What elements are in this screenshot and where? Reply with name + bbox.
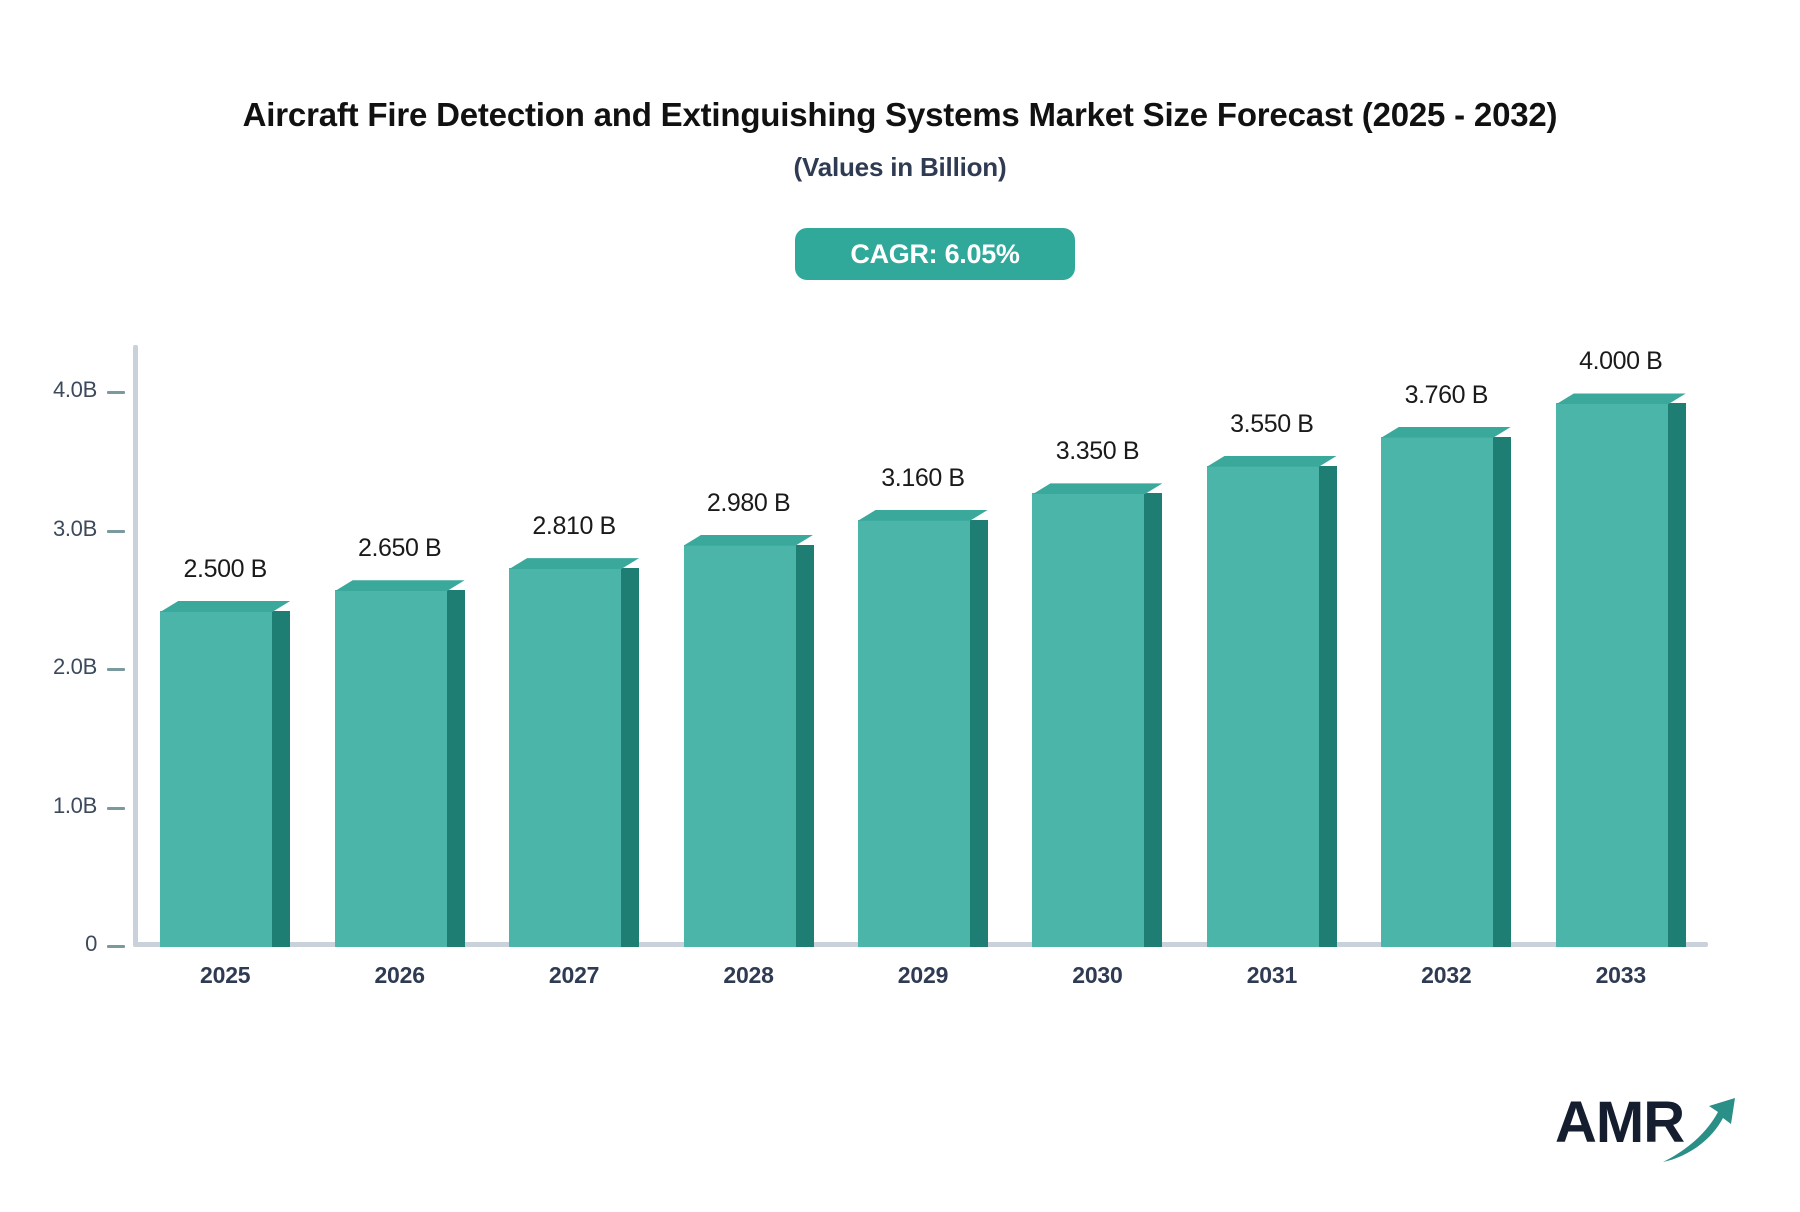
bar-front-face [509, 568, 622, 947]
bar-front-face [160, 611, 273, 947]
bar-value-label: 2.650 B [357, 534, 442, 563]
chart-title: Aircraft Fire Detection and Extinguishin… [242, 96, 1558, 133]
bar-series: 2.500 B 2.650 B 2.810 B 2.980 B 3.160 B 3.350… [138, 290, 1708, 947]
y-axis-tick-mark [107, 806, 125, 810]
bar-front-face [683, 544, 796, 947]
bar-top-face [1381, 427, 1511, 438]
x-axis-label: 2029 [897, 962, 949, 988]
bar-front-face [334, 590, 447, 947]
y-axis-tick-mark [107, 945, 125, 948]
bar-value-label: 2.810 B [532, 512, 616, 541]
bar-group: 3.760 B [1359, 290, 1533, 947]
amr-logo: AMR [1555, 1082, 1745, 1172]
bar-group: 3.550 B [1185, 290, 1359, 947]
x-axis-label: 2026 [374, 962, 425, 988]
bar[interactable] [683, 535, 814, 947]
bar-side-face [621, 568, 640, 947]
bar-value-label: 2.500 B [183, 555, 268, 584]
x-axis-label: 2032 [1421, 962, 1472, 988]
y-axis-tick-label: 0 [85, 931, 97, 956]
bar-value-label: 3.350 B [1055, 437, 1140, 466]
bar-side-face [969, 519, 988, 947]
bar-top-face [160, 601, 290, 612]
bar-side-face [1667, 403, 1686, 947]
bar-front-face [857, 519, 970, 947]
bar-value-label: 4.000 B [1579, 347, 1663, 376]
bar-front-face [1555, 403, 1668, 947]
y-axis-tick-label: 2.0B [52, 654, 97, 680]
bar-front-face [1032, 493, 1145, 947]
x-axis-label: 2033 [1595, 962, 1647, 988]
y-axis-tick-label: 3.0B [52, 515, 97, 541]
y-axis-line [133, 345, 138, 945]
x-axis-label: 2031 [1246, 962, 1298, 988]
x-axis-labels: 2025 2026 2027 2028 2029 2030 2031 2032 2033 [138, 962, 1708, 1002]
y-axis-tick-mark [107, 668, 125, 672]
bar-value-label: 3.160 B [881, 463, 965, 492]
bar-top-face [1207, 456, 1337, 467]
bar[interactable] [1032, 483, 1163, 947]
bar-group: 2.810 B [487, 290, 661, 947]
y-axis-tick-mark [107, 529, 125, 533]
x-axis-label: 2028 [723, 962, 774, 988]
bar-top-face [335, 580, 465, 591]
bar-value-label: 3.760 B [1404, 380, 1489, 409]
bar[interactable] [857, 510, 988, 947]
bar-group: 3.350 B [1010, 290, 1184, 947]
bar-group: 4.000 B [1534, 290, 1708, 947]
bar[interactable] [1206, 456, 1337, 947]
bar-group: 2.500 B [138, 290, 312, 947]
bar-front-face [1381, 436, 1494, 947]
bar-group: 3.160 B [836, 290, 1010, 947]
bar-side-face [1144, 493, 1163, 947]
bar[interactable] [509, 558, 640, 947]
bar-front-face [1206, 465, 1319, 947]
bar-value-label: 2.980 B [706, 488, 791, 517]
bar-group: 2.980 B [661, 290, 835, 947]
bar[interactable] [1555, 393, 1686, 947]
growth-arrow-icon [1663, 1098, 1735, 1162]
y-axis-tick-label: 1.0B [52, 792, 97, 818]
chart-subtitle: (Values in Billion) [793, 151, 1007, 182]
bar-value-label: 3.550 B [1230, 409, 1314, 438]
x-axis-label: 2025 [200, 962, 251, 988]
bar-top-face [1032, 483, 1162, 494]
bar-side-face [446, 590, 465, 947]
amr-wordmark: AMR [1555, 1090, 1685, 1155]
bar[interactable] [1381, 427, 1512, 947]
bar-side-face [1493, 436, 1512, 947]
x-axis-label: 2027 [548, 962, 600, 988]
y-axis-tick-mark [107, 391, 125, 395]
chart-header: Aircraft Fire Detection and Extinguishin… [120, 92, 1680, 183]
bar-side-face [272, 611, 291, 947]
bar-top-face [858, 510, 988, 521]
bar-side-face [1318, 465, 1337, 947]
bar-top-face [684, 535, 814, 546]
bar-top-face [509, 558, 639, 569]
bar-top-face [1556, 393, 1686, 404]
bar[interactable] [334, 580, 465, 947]
y-axis-tick-label: 4.0B [52, 377, 97, 403]
bar-group: 2.650 B [312, 290, 486, 947]
bar[interactable] [160, 601, 291, 947]
cagr-badge: CAGR: 6.05% [795, 228, 1075, 280]
bar-side-face [795, 544, 814, 947]
x-axis-label: 2030 [1072, 962, 1123, 988]
